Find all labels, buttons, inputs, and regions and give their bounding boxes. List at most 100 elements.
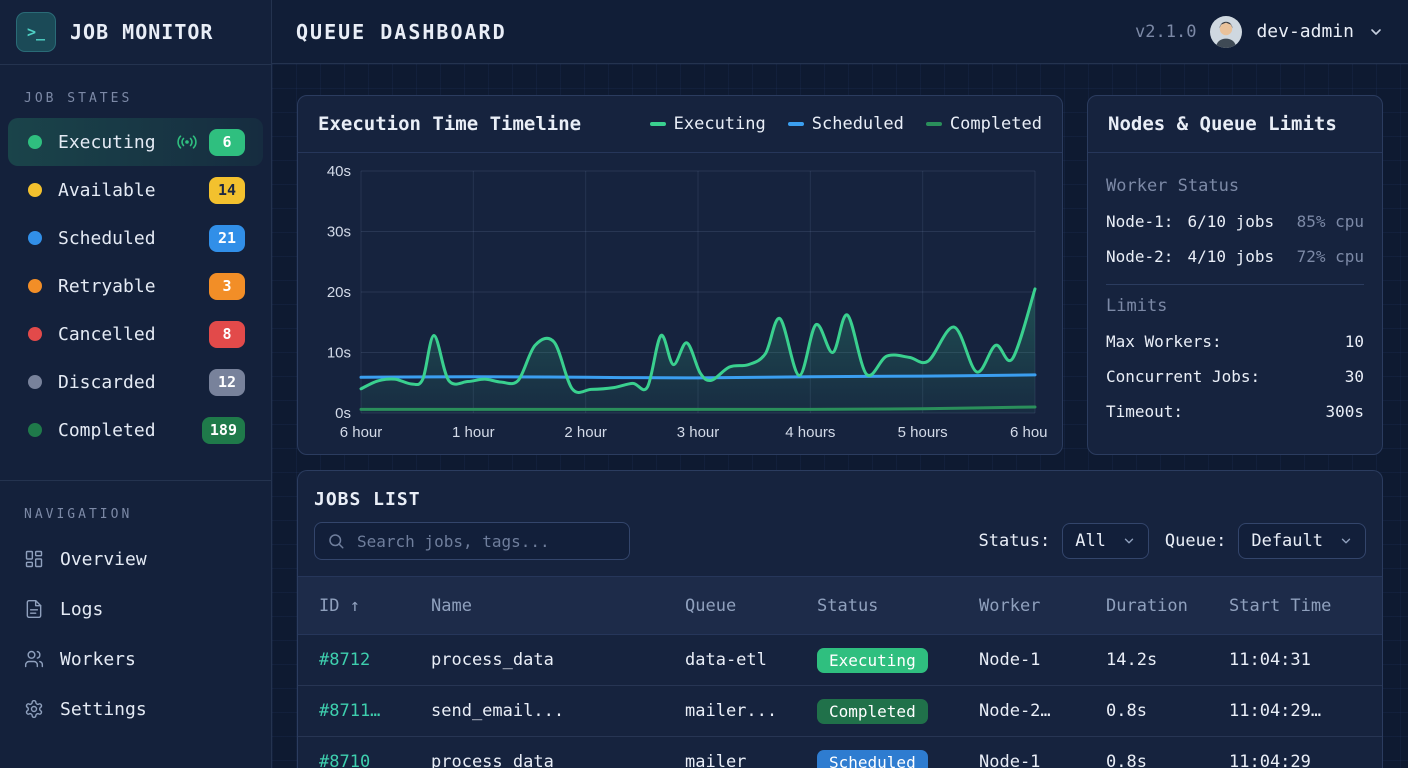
execution-timeline-panel: Execution Time Timeline Executing Schedul… <box>297 95 1063 455</box>
status-dot-icon <box>28 423 42 437</box>
legend-item-completed[interactable]: Completed <box>925 114 1042 134</box>
search-box[interactable] <box>314 522 630 560</box>
sidebar-state-completed[interactable]: Completed 189 <box>8 406 263 454</box>
table-row[interactable]: #8710 process_data mailer Scheduled Node-1 0.… <box>298 737 1382 768</box>
table-row[interactable]: #8711… send_email... mailer... Completed Nod… <box>298 686 1382 737</box>
cell-worker: Node-2… <box>979 701 1051 721</box>
status-badge: Executing <box>817 647 928 673</box>
state-label: Retryable <box>58 275 156 297</box>
limit-label: Concurrent Jobs: <box>1106 367 1261 386</box>
node-label: Node-2: <box>1106 247 1174 266</box>
queue-select[interactable]: Default <box>1238 523 1366 559</box>
state-label: Scheduled <box>58 227 156 249</box>
svg-text:40s: 40s <box>327 163 351 180</box>
user-menu-label[interactable]: dev-admin <box>1256 21 1354 42</box>
limit-value: 30 <box>1344 367 1364 386</box>
status-dot-icon <box>28 231 42 245</box>
filter-label: Status: <box>978 531 1051 551</box>
nodes-panel-body: Worker Status Node-1: 6/10 jobs 85% cpu Nod… <box>1088 153 1382 445</box>
svg-text:20s: 20s <box>327 284 351 301</box>
nav-item-label: Overview <box>60 548 147 570</box>
cell-id: #8712 <box>319 650 371 670</box>
svg-text:10s: 10s <box>327 345 351 362</box>
column-header-start-time[interactable]: Start Time <box>1229 595 1332 616</box>
legend-item-executing[interactable]: Executing <box>649 114 766 134</box>
status-select[interactable]: All <box>1062 523 1149 559</box>
limits-label: Limits <box>1106 296 1168 316</box>
limit-row: Max Workers: 10 <box>1106 324 1364 359</box>
chart-panel-header: Execution Time Timeline Executing Schedul… <box>298 96 1062 153</box>
cell-start-time: 11:04:29… <box>1229 701 1322 721</box>
chart-legend: Executing Scheduled Completed <box>649 114 1042 134</box>
chevron-down-icon[interactable] <box>1368 24 1384 40</box>
cell-status: Completed <box>817 698 979 724</box>
users-icon <box>24 650 44 668</box>
job-states-list: Executing 6 Available 14 Scheduled 21 Retryabl… <box>0 118 271 454</box>
svg-text:2 hour: 2 hour <box>564 424 607 441</box>
sidebar-state-scheduled[interactable]: Scheduled 21 <box>8 214 263 262</box>
avatar-image <box>1210 15 1243 48</box>
count-badge: 21 <box>209 224 245 252</box>
nav-item-logs[interactable]: Logs <box>0 584 271 634</box>
limits-rows: Max Workers: 10 Concurrent Jobs: 30 Timeout:… <box>1106 324 1364 429</box>
cell-status: Executing <box>817 647 979 673</box>
nav-item-workers[interactable]: Workers <box>0 634 271 684</box>
search-icon <box>329 534 344 549</box>
cell-duration: 0.8s <box>1106 752 1147 768</box>
jobs-table-body: #8712 process_data data-etl Executing Node-1… <box>298 635 1382 768</box>
nav-item-overview[interactable]: Overview <box>0 534 271 584</box>
avatar[interactable] <box>1210 15 1243 48</box>
svg-text:6 hour: 6 hour <box>340 424 383 441</box>
sidebar-state-cancelled[interactable]: Cancelled 8 <box>8 310 263 358</box>
sidebar-state-discarded[interactable]: Discarded 12 <box>8 358 263 406</box>
job-states-label: JOB STATES <box>24 91 133 106</box>
filter-group: Queue: Default <box>1165 523 1366 559</box>
count-badge: 189 <box>201 416 245 444</box>
node-cpu: 85% cpu <box>1296 212 1364 231</box>
status-dot-icon <box>28 183 42 197</box>
grid-icon <box>25 550 43 568</box>
worker-status-row: Node-1: 6/10 jobs 85% cpu <box>1106 204 1364 239</box>
nav-item-settings[interactable]: Settings <box>0 684 271 734</box>
state-label: Discarded <box>58 371 156 393</box>
cell-status: Scheduled <box>817 749 979 768</box>
search-input[interactable] <box>355 530 617 552</box>
column-header-name[interactable]: Name <box>431 595 472 616</box>
limit-row: Timeout: 300s <box>1106 394 1364 429</box>
count-badge: 12 <box>209 368 245 396</box>
column-header-queue[interactable]: Queue <box>685 595 737 616</box>
navigation-list: Overview Logs Workers Settings <box>0 534 271 734</box>
legend-item-scheduled[interactable]: Scheduled <box>787 114 904 134</box>
legend-swatch <box>649 122 666 126</box>
column-header-duration[interactable]: Duration <box>1106 595 1188 616</box>
sidebar-state-retryable[interactable]: Retryable 3 <box>8 262 263 310</box>
limits-divider <box>1106 284 1364 285</box>
legend-label: Scheduled <box>811 114 904 134</box>
column-header-status[interactable]: Status <box>817 595 879 616</box>
column-header-worker[interactable]: Worker <box>979 595 1041 616</box>
sidebar-state-available[interactable]: Available 14 <box>8 166 263 214</box>
limit-value: 10 <box>1344 332 1364 351</box>
file-icon <box>26 599 42 619</box>
worker-status-label: Worker Status <box>1106 176 1240 196</box>
count-badge: 14 <box>209 176 245 204</box>
live-signal-icon <box>175 134 199 150</box>
cell-start-time: 11:04:31 <box>1229 650 1311 670</box>
jobs-list-title: JOBS LIST <box>314 489 421 510</box>
cell-start-time: 11:04:29 <box>1229 752 1311 768</box>
table-row[interactable]: #8712 process_data data-etl Executing Node-1… <box>298 635 1382 686</box>
chevron-down-icon <box>1124 538 1134 544</box>
node-jobs: 4/10 jobs <box>1187 247 1275 266</box>
chart-title: Execution Time Timeline <box>318 113 582 135</box>
sidebar-state-executing[interactable]: Executing 6 <box>8 118 263 166</box>
cell-queue: mailer... <box>685 701 778 721</box>
cell-name: process_data <box>431 650 554 670</box>
cell-id: #8711… <box>319 701 381 721</box>
topbar: QUEUE DASHBOARD v2.1.0 dev-admin <box>272 0 1408 64</box>
worker-status-row: Node-2: 4/10 jobs 72% cpu <box>1106 239 1364 274</box>
cell-name: send_email... <box>431 701 565 721</box>
legend-swatch <box>787 122 804 126</box>
column-header-id[interactable]: ID ↑ <box>319 595 360 616</box>
page-title: QUEUE DASHBOARD <box>296 19 507 44</box>
select-value: Default <box>1251 531 1323 551</box>
